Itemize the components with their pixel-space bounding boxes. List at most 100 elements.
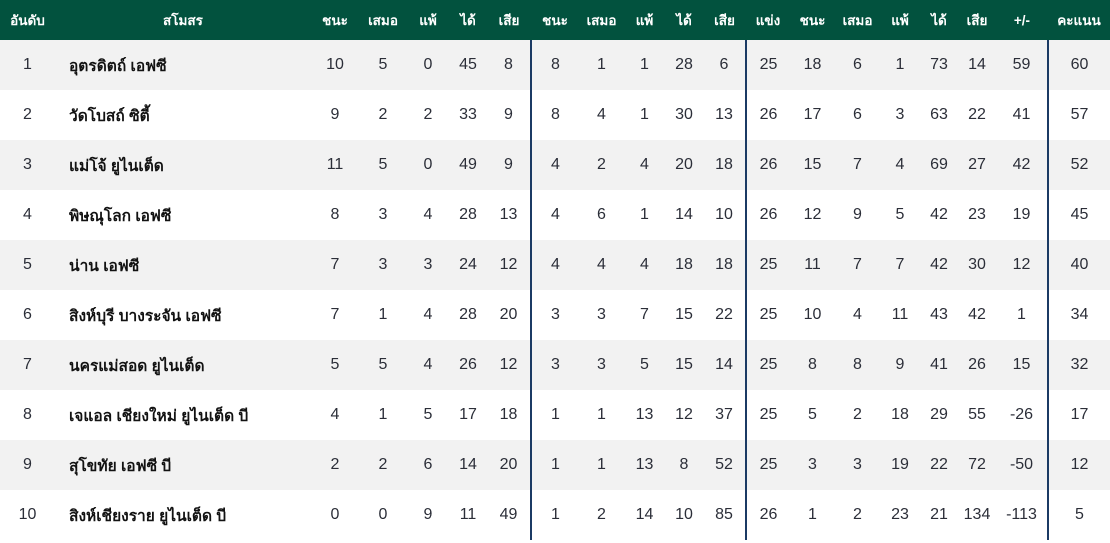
stat-cell-goals-for-total: 63 — [930, 106, 948, 123]
table-row: 7 นครแม่สอด ยูไนเต็ด 5 5 4 26 12 3 3 5 15 14 25 8 8 9 41… — [0, 340, 1110, 390]
rank-cell: 6 — [23, 306, 32, 323]
rank-cell: 1 — [23, 56, 32, 73]
stat-cell-played: 26 — [745, 140, 790, 190]
stat-cell-goals-for-away: 12 — [675, 406, 693, 423]
column-header-goals-against-total: เสีย — [958, 0, 996, 40]
club-name: สิงห์เชียงราย ยูไนเต็ด บี — [69, 507, 227, 525]
stat-cell-loss-away: 4 — [640, 256, 649, 273]
stat-cell-draw-total: 4 — [853, 306, 862, 323]
stat-cell-goals-for-home: 33 — [459, 106, 477, 123]
stat-cell-win-total: 11 — [804, 256, 821, 273]
stat-cell-goals-against-home: 9 — [504, 156, 513, 173]
column-header-goals-against-home: เสีย — [487, 0, 531, 40]
stat-cell-goals-against-home: 13 — [499, 206, 518, 223]
stat-cell-draw-total: 2 — [853, 406, 862, 423]
stat-cell-goals-against-away: 10 — [715, 206, 733, 223]
rank-cell: 5 — [23, 256, 32, 273]
stat-cell-draw-home: 3 — [378, 256, 388, 273]
club-name: วัดโบสถ์ ซิตี้ — [69, 107, 150, 125]
stat-cell-win-home: 4 — [330, 406, 340, 423]
stat-cell-loss-away: 7 — [640, 306, 649, 323]
stat-cell-played: 26 — [745, 90, 790, 140]
stat-cell-goal-difference: 41 — [1012, 106, 1031, 123]
stat-cell-draw-away: 4 — [597, 106, 606, 123]
stat-cell-win-away: 4 — [530, 190, 579, 240]
stat-cell-win-away: 8 — [530, 40, 579, 90]
club-name: อุตรดิตถ์ เอฟซี — [69, 57, 167, 75]
column-header-loss-away: แพ้ — [624, 0, 665, 40]
stat-cell-goals-against-total: 72 — [968, 456, 986, 473]
stat-cell-loss-away: 13 — [635, 456, 654, 473]
stat-cell-draw-home: 2 — [378, 106, 388, 123]
stat-cell-points: 12 — [1047, 440, 1110, 490]
stat-cell-draw-total: 6 — [853, 106, 862, 123]
stat-cell-goals-against-total: 23 — [968, 206, 986, 223]
stat-cell-goal-difference: 42 — [1012, 156, 1031, 173]
stat-cell-loss-home: 5 — [423, 406, 433, 423]
rank-cell: 3 — [23, 156, 32, 173]
column-header-goal-difference: +/- — [996, 0, 1048, 40]
stat-cell-goals-for-away: 15 — [675, 306, 693, 323]
stat-cell-loss-total: 11 — [891, 306, 909, 323]
stat-cell-win-total: 5 — [808, 406, 817, 423]
stat-cell-goals-against-total: 26 — [968, 356, 986, 373]
column-header-draw-away: เสมอ — [579, 0, 624, 40]
stat-cell-loss-away: 5 — [640, 356, 649, 373]
table-row: 1 อุตรดิตถ์ เอฟซี 10 5 0 45 8 8 1 1 28 6 25 18 6 1 73 14 5… — [0, 40, 1110, 90]
stat-cell-played: 25 — [745, 440, 790, 490]
stat-cell-draw-home: 0 — [378, 506, 388, 523]
stat-cell-goals-against-away: 6 — [719, 56, 729, 73]
table-body: 1 อุตรดิตถ์ เอฟซี 10 5 0 45 8 8 1 1 28 6 25 18 6 1 73 14 5… — [0, 40, 1110, 540]
column-header-points: คะแนน — [1048, 0, 1110, 40]
stat-cell-played: 26 — [745, 490, 790, 540]
stat-cell-goals-for-home: 45 — [459, 56, 477, 73]
stat-cell-win-total: 8 — [808, 356, 817, 373]
rank-cell: 4 — [23, 206, 32, 223]
stat-cell-goals-against-total: 55 — [968, 406, 986, 423]
stat-cell-loss-home: 0 — [423, 56, 433, 73]
stat-cell-goals-for-away: 30 — [675, 106, 693, 123]
stat-cell-win-total: 12 — [803, 206, 822, 223]
stat-cell-played: 25 — [745, 240, 790, 290]
stat-cell-goals-for-home: 49 — [459, 156, 477, 173]
club-name: นครแม่สอด ยูไนเต็ด — [69, 357, 205, 375]
stat-cell-goals-against-away: 22 — [715, 306, 733, 323]
rank-cell: 2 — [23, 106, 32, 123]
stat-cell-draw-home: 3 — [378, 206, 388, 223]
stat-cell-draw-home: 5 — [378, 56, 388, 73]
stat-cell-win-away: 3 — [530, 290, 579, 340]
stat-cell-goal-difference: 15 — [1012, 356, 1031, 373]
stat-cell-goals-against-total: 22 — [968, 106, 986, 123]
stat-cell-win-home: 9 — [330, 106, 340, 123]
club-name: พิษณุโลก เอฟซี — [69, 207, 172, 225]
stat-cell-goals-against-away: 37 — [715, 406, 733, 423]
stat-cell-win-away: 4 — [530, 240, 579, 290]
stat-cell-draw-total: 6 — [853, 56, 862, 73]
stat-cell-goals-for-away: 20 — [675, 156, 693, 173]
stat-cell-win-home: 5 — [330, 356, 340, 373]
stat-cell-loss-away: 14 — [635, 506, 654, 523]
stat-cell-goals-for-home: 17 — [459, 406, 477, 423]
stat-cell-goals-for-home: 28 — [459, 306, 477, 323]
stat-cell-played: 26 — [745, 190, 790, 240]
column-header-club: สโมสร — [55, 0, 311, 40]
stat-cell-loss-total: 19 — [891, 456, 909, 473]
stat-cell-draw-home: 1 — [378, 406, 388, 423]
stat-cell-goals-for-total: 69 — [930, 156, 948, 173]
stat-cell-win-total: 15 — [803, 156, 822, 173]
stat-cell-loss-home: 0 — [423, 156, 433, 173]
stat-cell-draw-total: 7 — [853, 156, 862, 173]
table-row: 4 พิษณุโลก เอฟซี 8 3 4 28 13 4 6 1 14 10 26 12 9 5 42 23 1… — [0, 190, 1110, 240]
table-row: 3 แม่โจ้ ยูไนเต็ด 11 5 0 49 9 4 2 4 20 18 26 15 7 4 69 27… — [0, 140, 1110, 190]
stat-cell-draw-home: 5 — [378, 156, 388, 173]
stat-cell-points: 60 — [1047, 40, 1110, 90]
stat-cell-draw-away: 1 — [597, 56, 606, 73]
club-name: เจแอล เชียงใหม่ ยูไนเต็ด บี — [69, 407, 249, 425]
stat-cell-goals-for-away: 15 — [675, 356, 693, 373]
stat-cell-goals-against-home: 49 — [499, 506, 518, 523]
stat-cell-draw-home: 2 — [378, 456, 388, 473]
club-name: น่าน เอฟซี — [69, 257, 140, 275]
stat-cell-goals-against-away: 18 — [715, 256, 733, 273]
stat-cell-draw-home: 5 — [378, 356, 388, 373]
stat-cell-loss-total: 23 — [891, 506, 909, 523]
